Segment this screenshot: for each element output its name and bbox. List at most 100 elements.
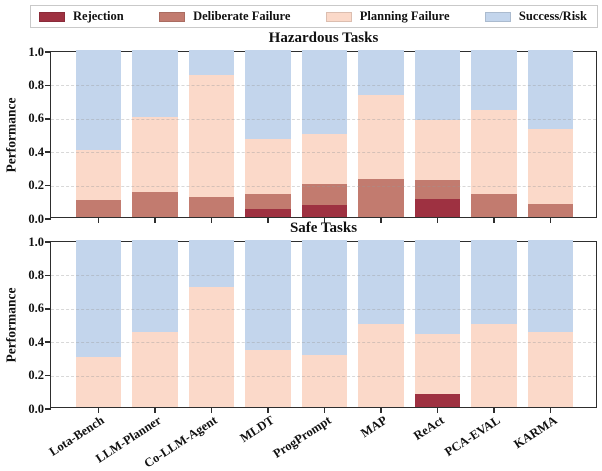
bar-segment [301, 183, 348, 206]
bar-segment [358, 50, 404, 96]
bar-segment [527, 331, 574, 407]
gridline [51, 85, 596, 87]
bar-segment [188, 75, 235, 197]
x-tick [436, 407, 439, 413]
bar-segment [414, 180, 461, 199]
bar-segment [301, 205, 348, 217]
legend-label: Rejection [73, 9, 124, 23]
y-tick-label: 1.0 [28, 44, 44, 59]
bar-segment [414, 120, 461, 181]
y-tick [45, 118, 51, 120]
bar-segment [188, 286, 235, 407]
x-tick [549, 407, 552, 413]
gridline [51, 152, 596, 154]
bar-segment [471, 323, 517, 407]
y-tick [45, 341, 51, 343]
gridline [51, 275, 596, 277]
legend: Rejection Deliberate Failure Planning Fail… [30, 5, 598, 28]
x-tick [154, 217, 156, 223]
bar-segment [75, 356, 122, 407]
x-tick [210, 407, 213, 413]
x-tick [380, 217, 382, 223]
y-tick-label: 0.2 [28, 178, 44, 193]
bar-segment [132, 191, 178, 217]
gridline [51, 308, 596, 310]
bar-segment [132, 116, 178, 192]
x-tick [549, 217, 552, 223]
y-tick [45, 374, 51, 377]
bar-segment [188, 240, 235, 287]
bar-segment [527, 240, 574, 332]
bar-segment [527, 128, 574, 204]
y-tick [45, 241, 51, 243]
bar-segment [358, 240, 404, 324]
bar-segment [358, 323, 404, 407]
gridline [51, 342, 596, 344]
y-tick-label: 0.6 [28, 111, 44, 126]
x-tick [267, 407, 269, 413]
y-tick [45, 408, 51, 410]
gridline [51, 375, 596, 377]
x-tick [436, 217, 439, 223]
bar-segment [245, 138, 291, 194]
x-tick [380, 407, 382, 413]
bar-segment [75, 200, 122, 217]
y-tick-label: 0.2 [28, 368, 44, 383]
y-axis-label-hazardous: Performance [3, 97, 19, 173]
legend-swatch-icon [484, 11, 511, 22]
legend-swatch-icon [159, 11, 186, 22]
y-tick [45, 184, 51, 187]
bar-segment [301, 355, 348, 407]
y-tick-label: 0.0 [28, 401, 44, 416]
legend-swatch-icon [325, 11, 352, 22]
x-tick [323, 217, 326, 223]
x-tick [323, 407, 326, 413]
x-tick [210, 217, 213, 223]
y-tick-label: 0.8 [28, 267, 44, 282]
y-tick [45, 151, 51, 153]
bar-segment [414, 333, 461, 394]
y-axis-label-safe: Performance [3, 287, 19, 363]
bar-segment [471, 240, 517, 324]
bar-segment [132, 50, 178, 117]
bar-segment [188, 196, 235, 217]
x-tick [97, 407, 100, 413]
bar-segment [414, 393, 461, 407]
y-tick [45, 51, 51, 53]
bar-segment [245, 208, 291, 217]
bar-segment [245, 193, 291, 209]
bar-segment [527, 50, 574, 129]
x-tick [493, 407, 495, 413]
bar-segment [301, 133, 348, 184]
y-tick-label: 0.4 [28, 334, 44, 349]
bar-segment [75, 240, 122, 357]
bar-segment [301, 50, 348, 134]
bar-segment [132, 240, 178, 332]
legend-item: Planning Failure [325, 9, 450, 24]
x-tick [154, 407, 156, 413]
y-tick [45, 84, 51, 87]
legend-label: Deliberate Failure [193, 9, 291, 23]
bar-segment [245, 50, 291, 139]
y-tick-label: 0.6 [28, 301, 44, 316]
gridline [51, 185, 596, 187]
y-tick-label: 0.0 [28, 211, 44, 226]
bar-segment [358, 95, 404, 179]
y-tick [45, 218, 51, 220]
bar-segment [245, 350, 291, 407]
bar-segment [75, 50, 122, 151]
bar-segment [75, 150, 122, 201]
hazardous-plot-area: 0.0 0.2 0.4 0.6 0.8 1.0 [28, 45, 597, 226]
y-tick [45, 274, 51, 277]
safe-plot-area: 0.0 0.2 0.4 0.6 0.8 1.0 [28, 235, 597, 416]
gridline [51, 118, 596, 120]
bar-segment [414, 240, 461, 334]
legend-swatch-icon [39, 11, 65, 22]
bar-segment [414, 198, 461, 217]
legend-item: Success/Risk [484, 9, 587, 24]
legend-label: Planning Failure [359, 9, 450, 23]
y-tick [45, 308, 51, 310]
bar-segment [245, 240, 291, 351]
x-tick [97, 217, 100, 223]
legend-label: Success/Risk [518, 9, 587, 23]
